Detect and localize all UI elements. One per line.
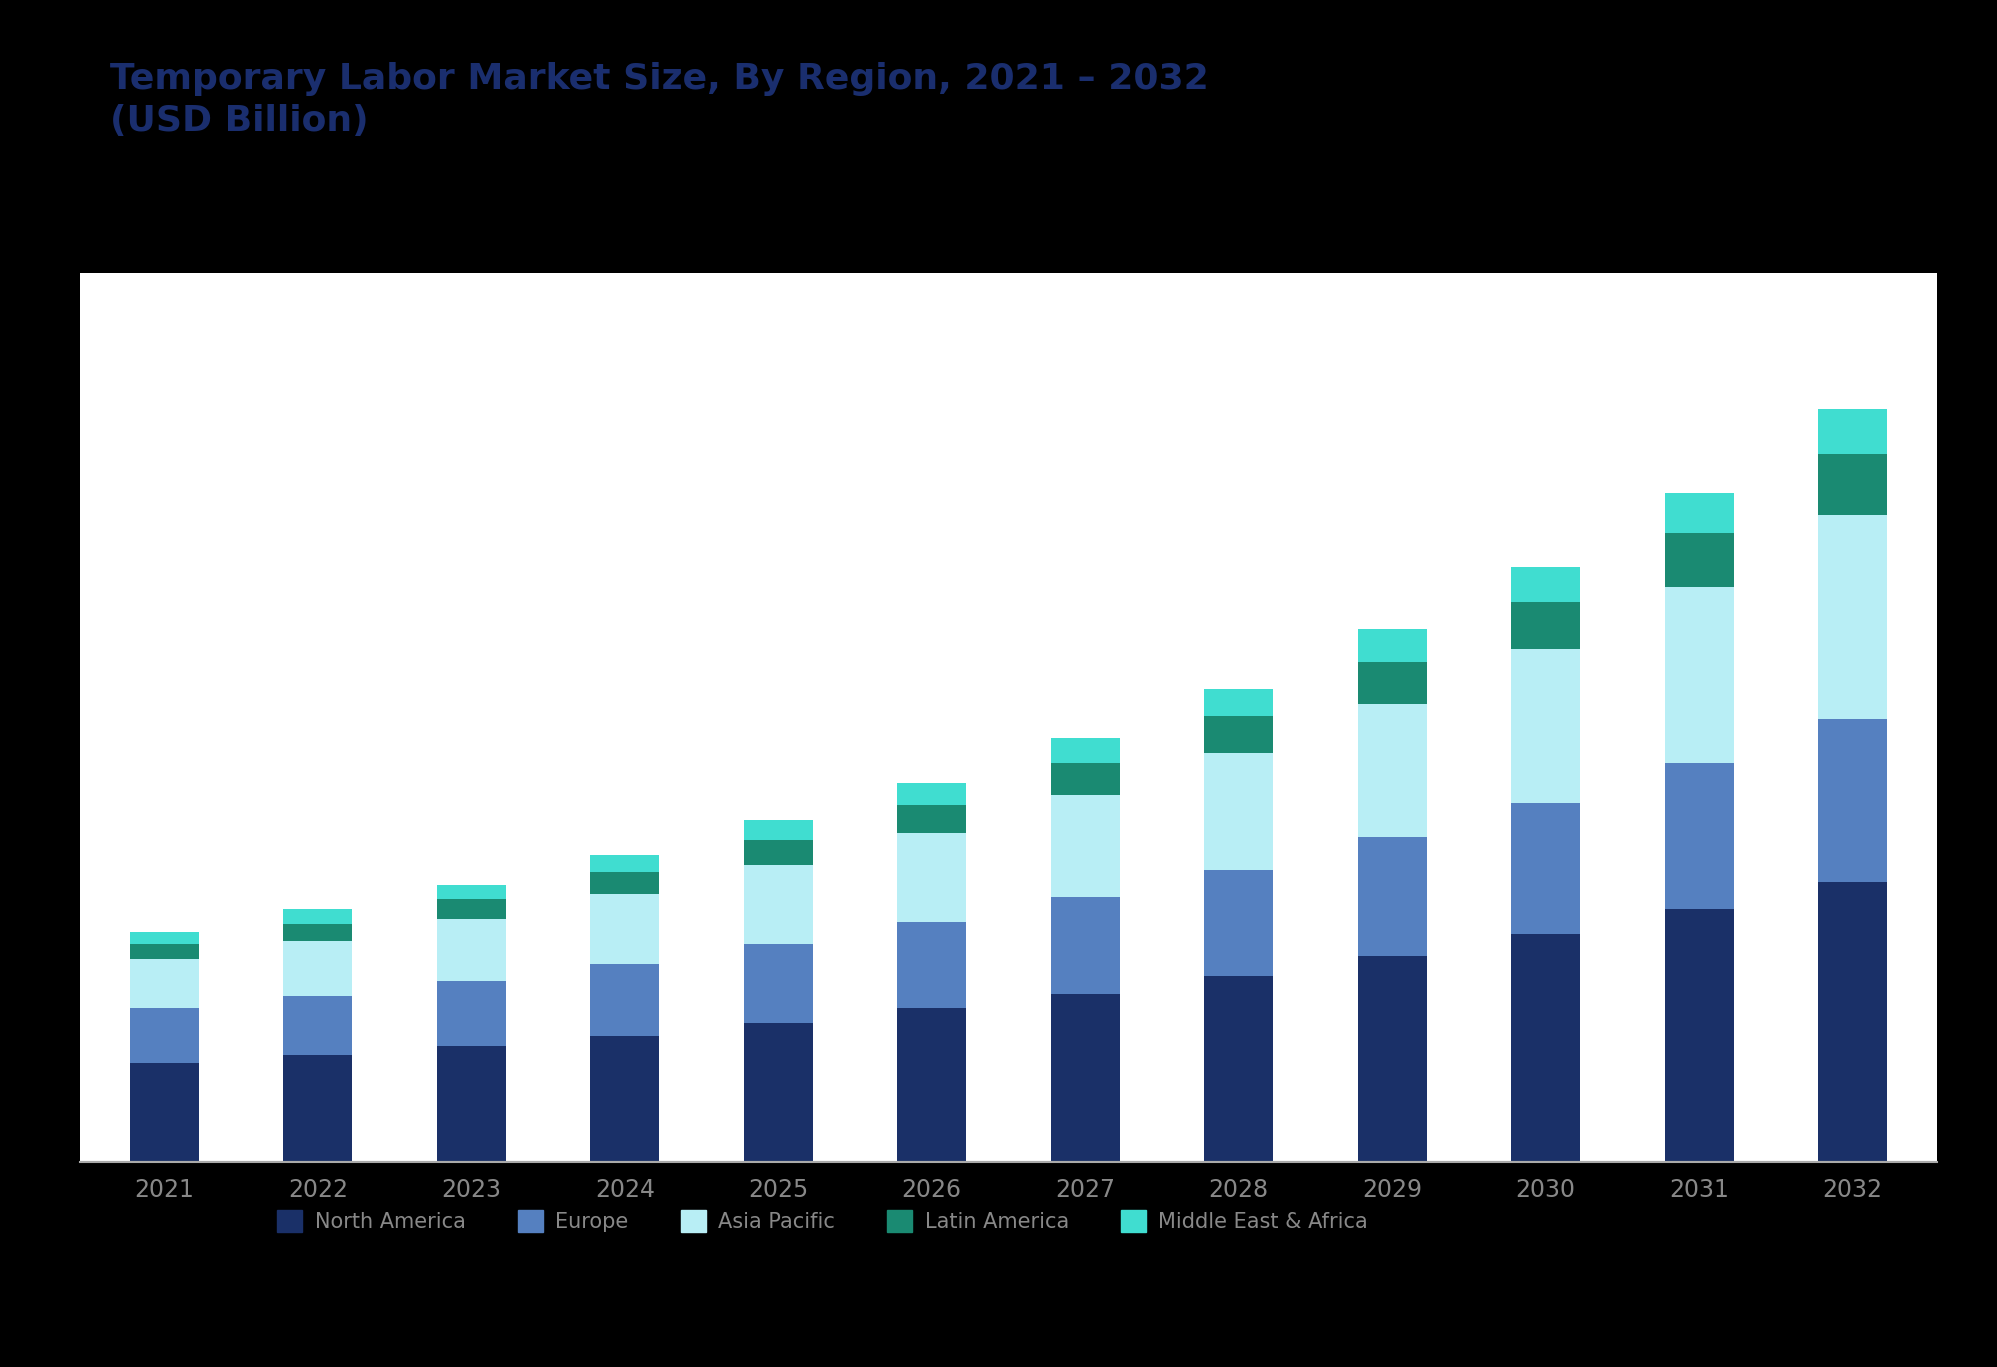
Bar [1665, 533, 1733, 588]
Bar [130, 1064, 200, 1162]
Bar [743, 1024, 813, 1162]
Bar [130, 945, 200, 958]
Bar [1204, 869, 1274, 976]
Bar [897, 833, 967, 921]
Bar [284, 942, 351, 997]
Bar [897, 921, 967, 1009]
Bar [437, 899, 505, 919]
Bar [897, 805, 967, 833]
Bar [1050, 897, 1120, 994]
Legend: North America, Europe, Asia Pacific, Latin America, Middle East & Africa: North America, Europe, Asia Pacific, Lat… [270, 1202, 1376, 1240]
Bar [1204, 716, 1274, 753]
Bar [1512, 567, 1580, 601]
Bar [1512, 934, 1580, 1162]
Bar [437, 982, 505, 1046]
Bar [1817, 882, 1887, 1162]
Bar [1358, 957, 1426, 1162]
Text: Temporary Labor Market Size, By Region, 2021 – 2032
(USD Billion): Temporary Labor Market Size, By Region, … [110, 62, 1208, 138]
Bar [1665, 763, 1733, 909]
Bar [1817, 409, 1887, 454]
Bar [437, 1046, 505, 1162]
Bar [1665, 493, 1733, 533]
Bar [1050, 994, 1120, 1162]
Bar [1817, 454, 1887, 515]
Bar [743, 820, 813, 839]
Bar [1817, 515, 1887, 719]
Bar [1512, 649, 1580, 802]
Bar [284, 924, 351, 942]
Bar [1665, 588, 1733, 763]
Bar [1512, 601, 1580, 649]
Bar [897, 783, 967, 805]
Bar [284, 997, 351, 1055]
Bar [130, 931, 200, 945]
Bar [591, 1036, 659, 1162]
Bar [1050, 763, 1120, 796]
Bar [130, 958, 200, 1009]
Bar [1204, 976, 1274, 1162]
Bar [591, 894, 659, 964]
Bar [1050, 796, 1120, 897]
Bar [1204, 689, 1274, 716]
Bar [1358, 662, 1426, 704]
Bar [743, 865, 813, 945]
Bar [743, 839, 813, 865]
Bar [437, 919, 505, 982]
Bar [284, 909, 351, 924]
Bar [130, 1009, 200, 1064]
Bar [897, 1009, 967, 1162]
Bar [1665, 909, 1733, 1162]
Bar [1817, 719, 1887, 882]
Bar [1204, 753, 1274, 869]
Bar [284, 1055, 351, 1162]
Bar [437, 884, 505, 899]
Bar [591, 854, 659, 872]
Bar [1050, 738, 1120, 763]
Bar [1358, 838, 1426, 957]
Bar [1358, 629, 1426, 662]
Bar [743, 945, 813, 1024]
Bar [1512, 802, 1580, 934]
Bar [591, 872, 659, 894]
Bar [1358, 704, 1426, 838]
Bar [591, 964, 659, 1036]
